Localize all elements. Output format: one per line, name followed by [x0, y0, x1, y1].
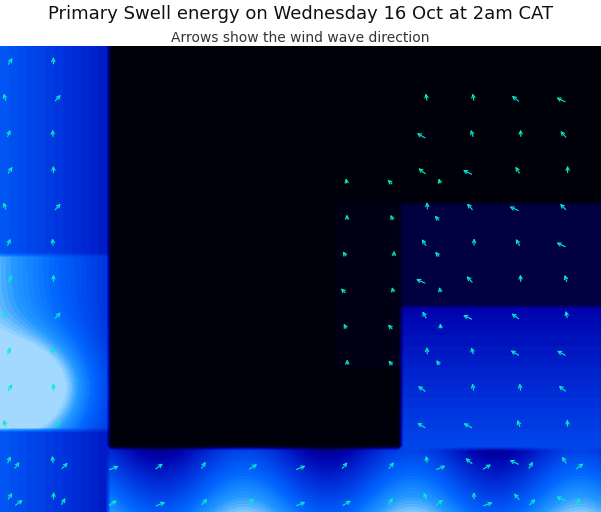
Text: Primary Swell energy on Wednesday 16 Oct at 2am CAT: Primary Swell energy on Wednesday 16 Oct…: [48, 5, 553, 23]
Text: Arrows show the wind wave direction: Arrows show the wind wave direction: [171, 31, 430, 45]
